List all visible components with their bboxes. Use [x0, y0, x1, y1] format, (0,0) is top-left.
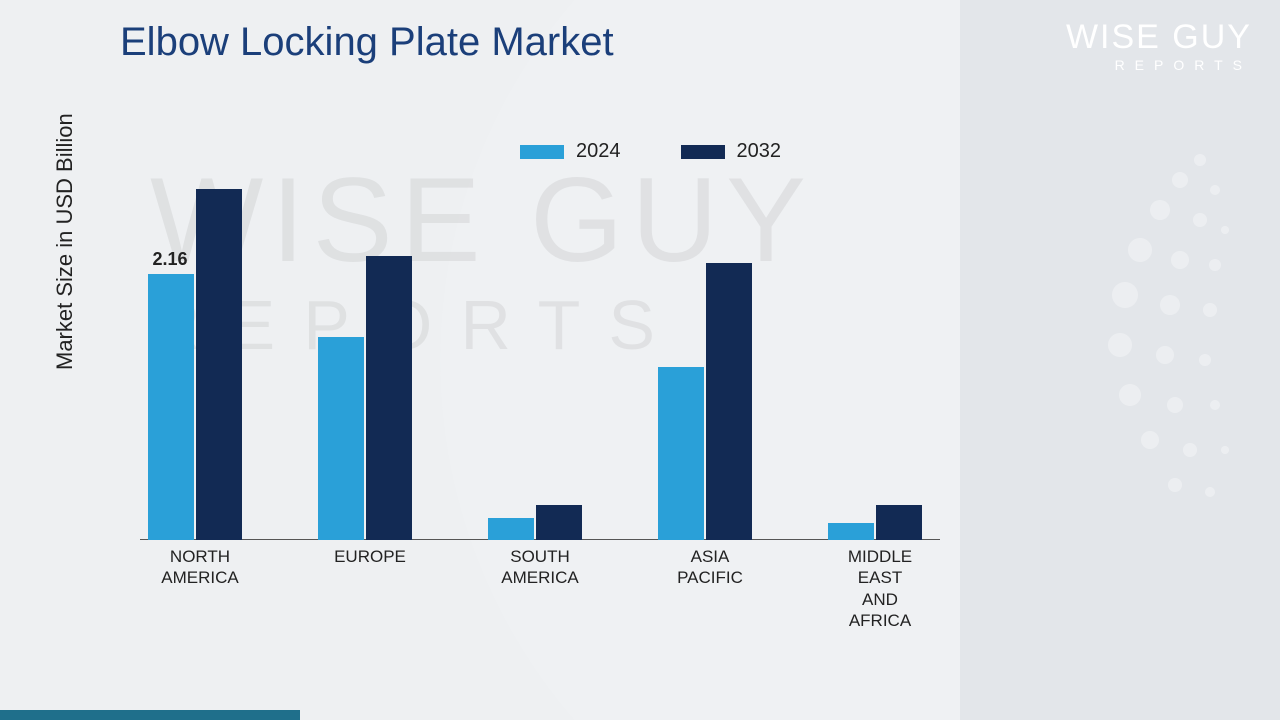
- bar-2024: [318, 337, 364, 541]
- brand-logo: WISE GUY REPORTS: [1066, 20, 1252, 72]
- bar-2024: [828, 523, 874, 540]
- page-title: Elbow Locking Plate Market: [120, 20, 614, 65]
- stage: WISE GUY REPORTS Elbow Locking Plate Mar…: [0, 0, 1280, 720]
- accent-bar: [0, 710, 300, 720]
- bar-2024: [488, 518, 534, 540]
- category-label: MIDDLEEASTANDAFRICA: [810, 540, 950, 631]
- brand-line1: WISE GUY: [1066, 20, 1252, 54]
- bar-2032: [876, 505, 922, 540]
- category-label: SOUTHAMERICA: [470, 540, 610, 589]
- brand-line2: REPORTS: [1066, 58, 1252, 72]
- bar-2032: [366, 256, 412, 540]
- y-axis-label: Market Size in USD Billion: [52, 113, 78, 370]
- bar-2032: [706, 263, 752, 541]
- bar-2032: [196, 189, 242, 541]
- legend-swatch-2032: [681, 145, 725, 159]
- legend-swatch-2024: [520, 145, 564, 159]
- bar-chart: Market Size in USD Billion NORTHAMERICA2…: [100, 170, 940, 570]
- head-silhouette-icon: [1030, 120, 1250, 540]
- category-label: EUROPE: [300, 540, 440, 567]
- legend-item-2024: 2024: [520, 140, 621, 163]
- bar-2024: [148, 274, 194, 540]
- legend-label-2024: 2024: [576, 140, 621, 163]
- category-label: ASIAPACIFIC: [640, 540, 780, 589]
- bar-2024: [658, 367, 704, 540]
- bar-value-label: 2.16: [140, 249, 200, 270]
- legend: 2024 2032: [520, 140, 781, 163]
- bar-2032: [536, 505, 582, 540]
- legend-label-2032: 2032: [737, 140, 782, 163]
- plot-area: NORTHAMERICA2.16EUROPESOUTHAMERICAASIAPA…: [140, 170, 940, 540]
- legend-item-2032: 2032: [681, 140, 782, 163]
- category-label: NORTHAMERICA: [130, 540, 270, 589]
